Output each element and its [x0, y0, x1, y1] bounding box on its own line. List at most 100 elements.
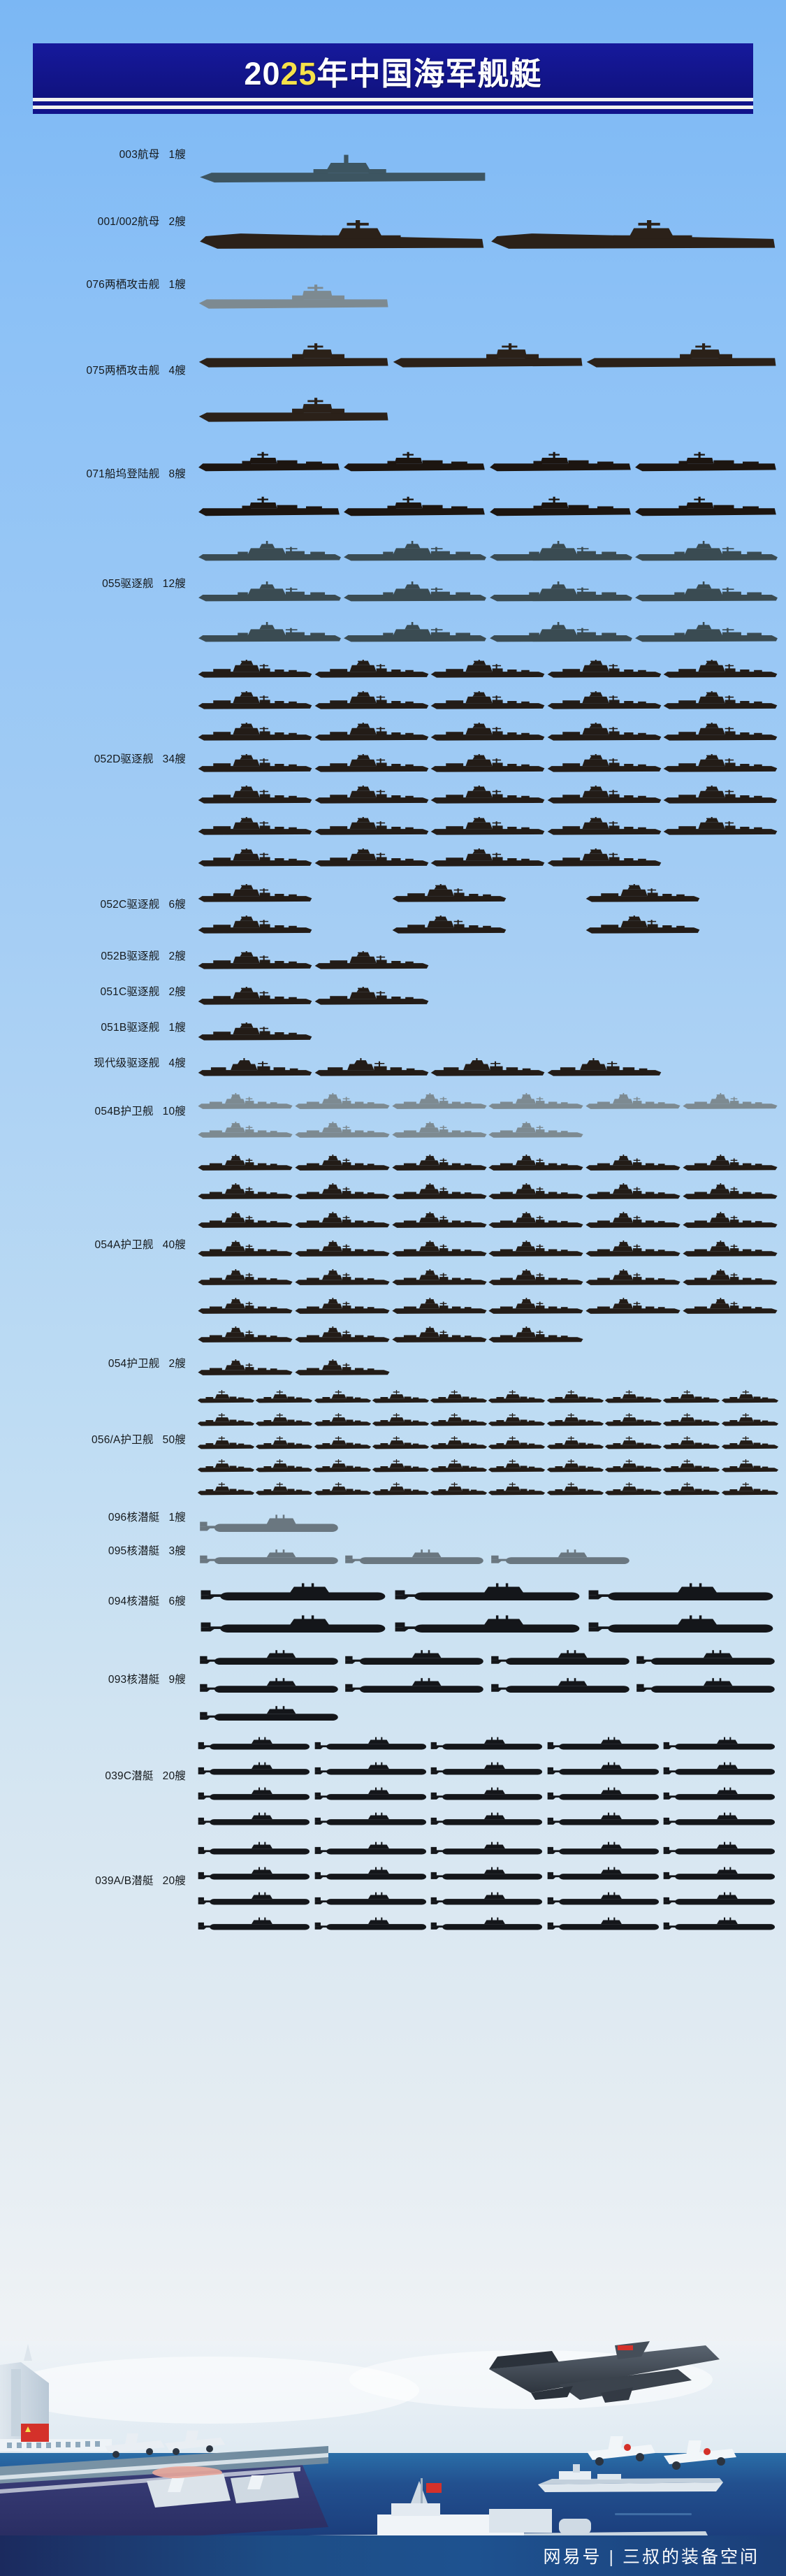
ship-icon-cell — [546, 1046, 663, 1078]
ship-icon-cell — [197, 805, 314, 837]
ship-icon-cell — [585, 1229, 682, 1258]
lhd-icon — [393, 343, 583, 368]
row-class-name: 054护卫舰 — [108, 1357, 160, 1370]
submarine-ssk-icon — [314, 1917, 426, 1930]
submarine-ssk-icon — [430, 1841, 543, 1855]
destroyer-icon — [547, 848, 662, 867]
ship-icon-cell — [372, 1473, 430, 1496]
footer-bar: 网易号 | 三叔的装备空间 — [0, 2535, 786, 2576]
submarine-icon — [588, 1615, 773, 1633]
ship-icon-cell — [314, 711, 430, 742]
submarine-ssk-icon — [430, 1787, 543, 1800]
row-class-name: 055驱逐舰 — [102, 578, 154, 590]
ship-icon-cell — [682, 1287, 779, 1315]
row-class-name: 052C驱逐舰 — [100, 899, 160, 911]
title-banner: 2025年中国海军舰艇 — [33, 43, 753, 114]
ship-icon-cell — [255, 1404, 313, 1427]
ship-icon-cell — [585, 315, 779, 370]
submarine-ssk-icon — [314, 1787, 426, 1800]
ship-icon-cell — [488, 1258, 585, 1287]
destroyer-icon — [314, 951, 428, 969]
destroyer-icon — [314, 987, 428, 1005]
submarine-ssk-icon — [664, 1892, 776, 1905]
ship-icon-cell — [662, 1427, 720, 1450]
title-highlight: 25 — [280, 55, 317, 92]
ship-icon-cell — [430, 1905, 546, 1930]
ship-icon-cell — [197, 711, 314, 742]
frigate-icon — [295, 1298, 390, 1314]
frigate-icon — [683, 1183, 778, 1199]
row-icon-grid — [197, 872, 786, 935]
ship-icon-cell — [488, 1665, 634, 1693]
frigate-icon — [488, 1093, 584, 1109]
ship-icon-cell — [488, 1404, 546, 1427]
destroyer-icon — [430, 723, 545, 741]
ship-icon-cell — [197, 522, 342, 563]
row-count: 4艘 — [168, 1057, 186, 1069]
row-icon-grid — [197, 975, 786, 1006]
submarine-icon — [201, 1583, 386, 1600]
row-label: 054A护卫舰 40艘 — [0, 1236, 197, 1252]
destroyer-icon — [198, 723, 312, 741]
ship-icon-cell — [430, 711, 546, 742]
submarine-icon — [200, 1549, 338, 1564]
row-class-name: 052D驱逐舰 — [94, 753, 154, 765]
ship-icon-cell — [662, 679, 779, 711]
row-count: 4艘 — [168, 365, 186, 377]
ship-icon-cell — [488, 1172, 585, 1201]
ship-icon-cell — [197, 1693, 342, 1721]
ship-icon-cell — [314, 1046, 430, 1078]
row-class-name: 039A/B潜艇 — [95, 1875, 154, 1887]
footer-separator: | — [609, 2547, 616, 2567]
ship-icon-cell — [682, 1082, 779, 1110]
ship-icon-cell — [391, 1287, 488, 1315]
frigate-icon — [488, 1269, 584, 1285]
ship-icon-cell — [430, 1450, 488, 1473]
ship-icon-cell — [634, 473, 779, 518]
ship-icon-cell — [197, 679, 314, 711]
ship-icon-cell — [197, 256, 391, 311]
submarine-ssk-icon — [547, 1892, 659, 1905]
ship-icon-cell — [585, 1600, 779, 1633]
destroyer-icon — [547, 786, 662, 804]
row-icon-grid — [197, 122, 786, 185]
ship-icon-cell — [546, 1800, 663, 1825]
destroyer-icon — [198, 987, 312, 1005]
row-class-name: 039C潜艇 — [105, 1770, 154, 1782]
ship-icon-cell — [546, 679, 663, 711]
row-count: 12艘 — [162, 578, 186, 590]
corvette-icon — [546, 1390, 604, 1403]
submarine-icon — [490, 1678, 629, 1693]
submarine-ssk-icon — [198, 1892, 310, 1905]
ship-icon-cell — [662, 805, 779, 837]
destroyer-icon — [198, 817, 312, 835]
ship-icon-cell — [546, 1450, 604, 1473]
destroyer-icon — [198, 691, 312, 709]
frigate-icon — [295, 1183, 390, 1199]
corvette-icon — [663, 1459, 720, 1472]
ship-icon-cell — [430, 1046, 546, 1078]
ship-icon-cell — [314, 1905, 430, 1930]
submarine-icon — [636, 1678, 775, 1693]
ship-icon-cell — [197, 1229, 294, 1258]
row-icon-grid — [197, 648, 786, 868]
destroyer-icon — [547, 754, 662, 772]
frigate-icon — [488, 1298, 584, 1314]
destroyer-icon — [585, 916, 700, 934]
island-windows — [7, 2441, 100, 2448]
ship-icon-cell — [662, 1725, 779, 1750]
ship-icon-cell — [662, 1450, 720, 1473]
ship-icon-cell — [197, 428, 342, 473]
ship-icon-cell — [682, 1143, 779, 1172]
ship-icon-cell — [294, 1348, 391, 1377]
submarine-icon — [490, 1549, 629, 1564]
ship-icon-cell — [488, 1201, 585, 1229]
ship-icon-cell — [682, 1229, 779, 1258]
corvette-icon — [314, 1459, 371, 1472]
frigate-icon — [488, 1183, 584, 1199]
ship-icon-cell — [546, 711, 663, 742]
frigate-icon — [198, 1183, 293, 1199]
ship-icon-cell — [682, 1258, 779, 1287]
lpd-icon — [489, 496, 631, 516]
corvette-icon — [430, 1413, 488, 1426]
